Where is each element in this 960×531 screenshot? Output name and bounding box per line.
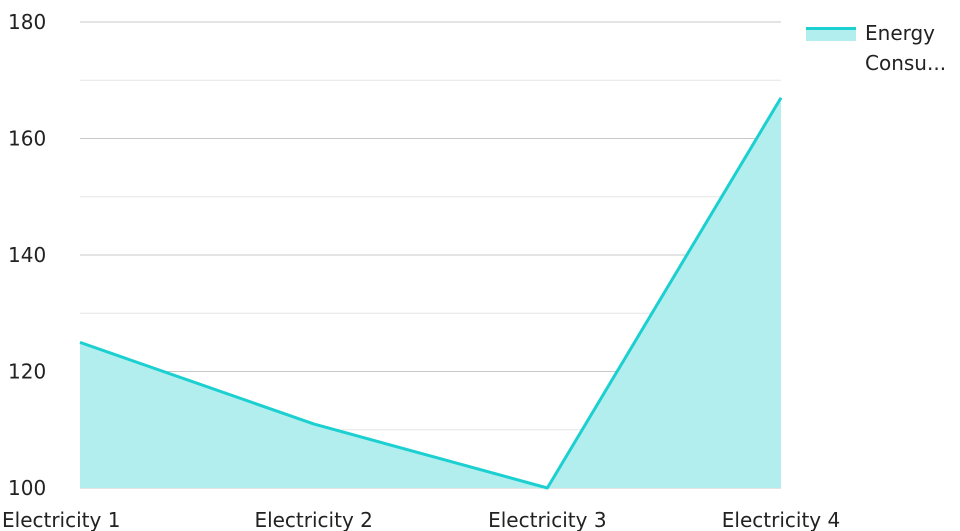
legend-label-line-2: Consu... [865,51,947,75]
x-tick-label: Electricity 3 [488,508,606,531]
x-axis-ticks: Electricity 1 Electricity 2 Electricity 3 E… [2,508,840,531]
legend: Energy Consu... [806,18,960,78]
x-tick-label: Electricity 4 [722,508,840,531]
series-area-layer [79,96,783,490]
y-tick-label: 140 [8,243,46,267]
y-tick-label: 120 [8,360,46,384]
y-tick-label: 100 [8,476,46,500]
y-axis-ticks: 100 120 140 160 180 [8,10,46,500]
series-line [79,96,783,490]
legend-swatch [806,27,856,41]
x-tick-label: Electricity 2 [254,508,372,531]
x-tick-label: Electricity 1 [2,508,120,531]
y-tick-label: 160 [8,127,46,151]
legend-label: Energy Consu... [865,18,960,78]
legend-label-line-1: Energy [865,21,936,45]
y-tick-label: 180 [8,10,46,34]
